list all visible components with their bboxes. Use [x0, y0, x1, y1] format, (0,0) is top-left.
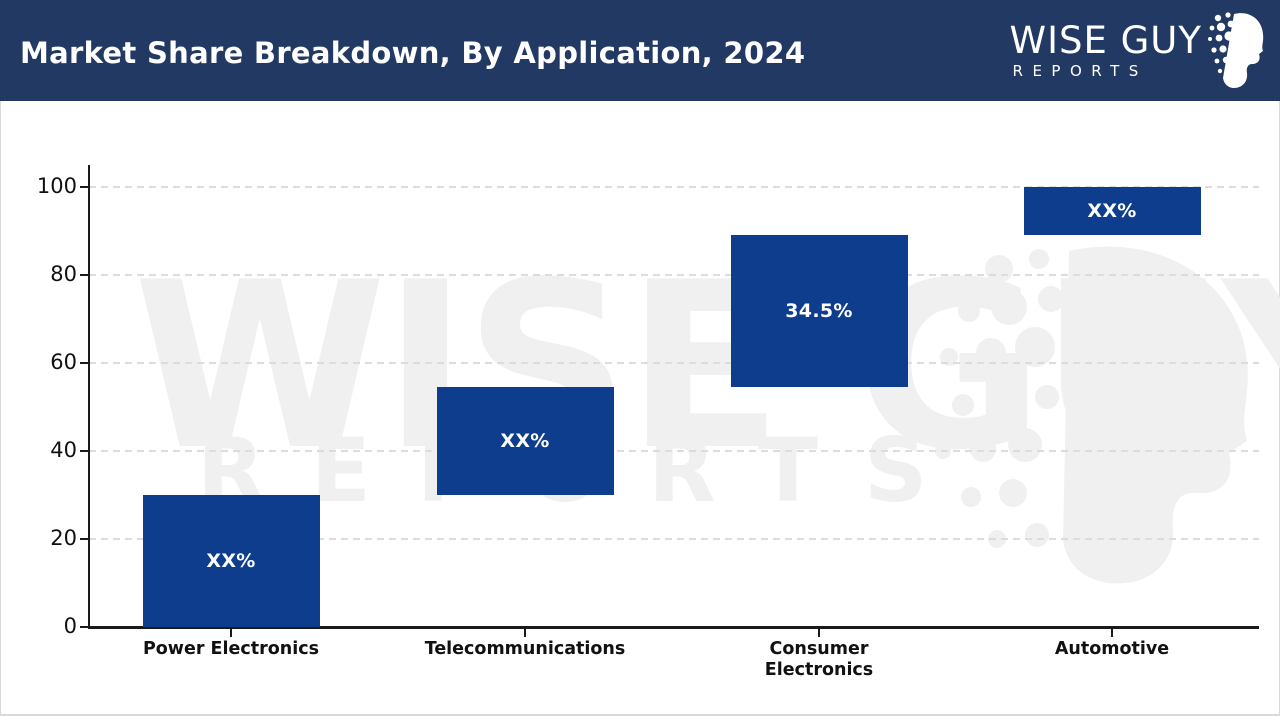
- figure: WISE GUY REPORTS 020406080100XX%XX%34.5%…: [0, 101, 1280, 716]
- category-label-3: Automotive: [1054, 639, 1170, 659]
- y-tick-label-60: 60: [50, 350, 77, 374]
- y-tick-label-0: 0: [63, 614, 77, 638]
- y-tick-60: [80, 362, 89, 364]
- y-tick-label-80: 80: [50, 262, 77, 286]
- x-tick-1: [524, 629, 526, 637]
- wiseguy-logo: WISE GUY REPORTS: [1010, 8, 1266, 92]
- category-label-1: Telecommunications: [424, 639, 626, 659]
- x-tick-0: [230, 629, 232, 637]
- x-tick-2: [818, 629, 820, 637]
- gridline-100: [89, 186, 1259, 188]
- bar-automotive: XX%: [1023, 187, 1201, 236]
- y-tick-label-20: 20: [50, 526, 77, 550]
- bar-consumer-electronics: 34.5%: [730, 235, 908, 388]
- bar-value-label: XX%: [1087, 200, 1137, 223]
- bar-value-label: XX%: [206, 550, 256, 572]
- logo-text: WISE GUY REPORTS: [1009, 18, 1202, 80]
- bar-telecommunications: XX%: [436, 387, 614, 495]
- y-tick-100: [80, 186, 89, 188]
- logo-head-icon: [1208, 12, 1264, 88]
- gridline-20: [89, 538, 1259, 540]
- gridline-40: [89, 450, 1259, 452]
- y-tick-80: [80, 274, 89, 276]
- gridline-80: [89, 274, 1259, 276]
- bar-power-electronics: XX%: [142, 495, 320, 627]
- logo-subtitle: REPORTS: [1012, 61, 1148, 80]
- x-axis: [88, 626, 1259, 629]
- y-axis: [88, 165, 90, 629]
- logo-wordmark: WISE GUY: [1009, 18, 1202, 62]
- bar-value-label: XX%: [500, 430, 550, 453]
- bar-value-label: 34.5%: [785, 300, 853, 323]
- y-tick-label-100: 100: [36, 174, 77, 198]
- category-label-0: Power Electronics: [142, 639, 320, 659]
- y-tick-label-40: 40: [50, 438, 77, 462]
- y-tick-0: [80, 626, 89, 628]
- header-bar: Market Share Breakdown, By Application, …: [0, 0, 1280, 101]
- plot-area: 0 20 40 60 80 100 XX% XX% 34.5% XX% Power Electron…: [1, 101, 1279, 714]
- chart-title: Market Share Breakdown, By Application, …: [20, 36, 806, 70]
- y-tick-40: [80, 450, 89, 452]
- category-label-2: Consumer Electronics: [764, 639, 874, 680]
- x-tick-3: [1111, 629, 1113, 637]
- gridline-60: [89, 362, 1259, 364]
- y-tick-20: [80, 538, 89, 540]
